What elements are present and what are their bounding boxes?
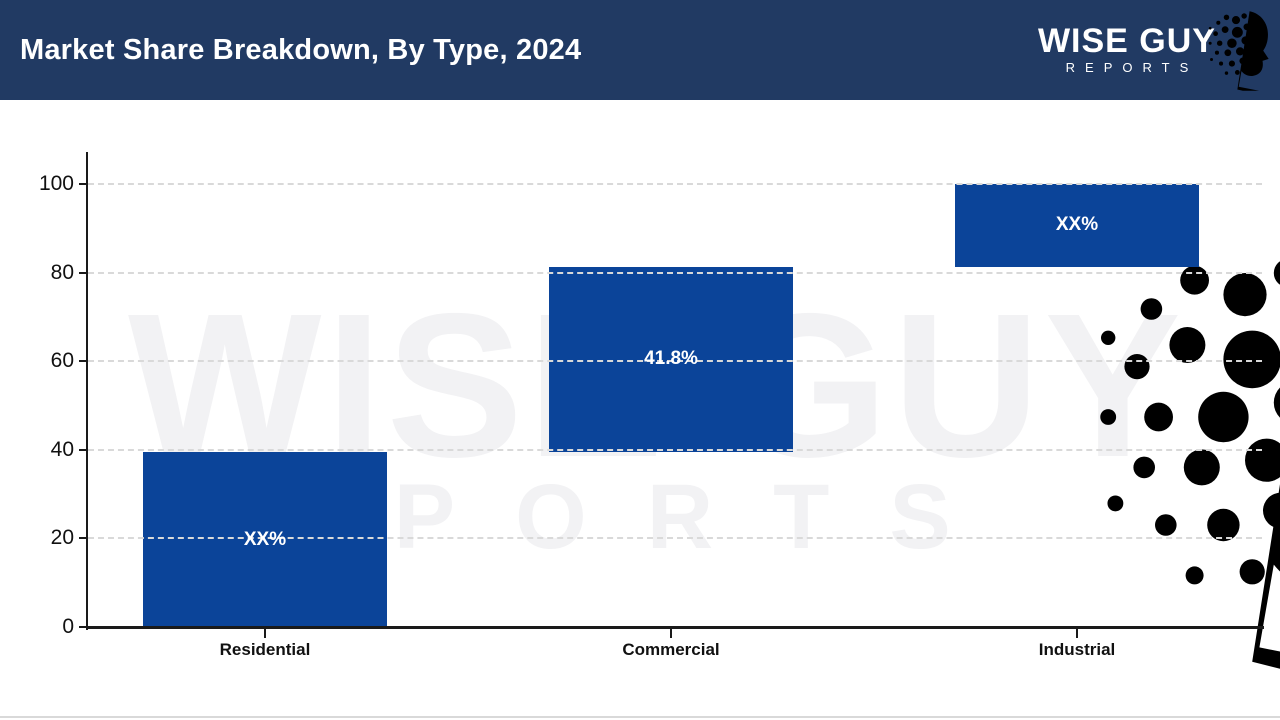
x-category-label-residential: Residential [219,640,311,659]
y-tick-mark-60 [79,360,87,363]
header-bar: Market Share Breakdown, By Type, 2024 WI… [0,0,1280,100]
logo-subtext: REPORTS [1065,60,1199,75]
y-tick-label-0: 0 [62,615,74,638]
y-tick-label-100: 100 [38,172,74,195]
x-tick-mark-industrial [1076,629,1078,638]
page-title: Market Share Breakdown, By Type, 2024 [20,33,582,66]
y-tick-mark-20 [79,537,87,540]
bar-value-label-commercial: 41.8% [644,348,698,370]
gridline-80 [88,271,1262,274]
gridline-100 [88,183,1262,185]
logo-wordmark: WISE GUY [1037,22,1216,60]
wiseguy-logo: WISE GUY REPORTS [1038,9,1270,91]
x-category-label-industrial: Industrial [1038,640,1116,659]
y-tick-mark-0 [79,626,87,628]
y-tick-mark-40 [79,448,87,451]
gridline-40 [88,448,1262,451]
gridline-20 [88,537,1262,540]
logo-dot-head-icon [1202,9,1270,91]
y-tick-label-20: 20 [50,526,74,550]
x-axis-line [86,626,1264,629]
x-category-label-commercial: Commercial [622,640,720,659]
gridline-60 [88,360,1262,363]
y-axis-line [86,152,88,630]
y-tick-mark-80 [79,271,87,274]
y-tick-label-60: 60 [50,349,74,373]
x-tick-mark-residential [264,629,266,638]
y-tick-label-40: 40 [50,437,74,461]
bar-value-label-industrial: XX% [1055,214,1099,236]
bar-value-label-residential: XX% [243,528,287,550]
watermark-dot-head-icon [1065,233,1280,673]
bottom-edge-line [0,716,1280,718]
x-tick-mark-commercial [670,629,672,638]
y-tick-label-80: 80 [50,260,74,284]
bar-commercial [549,266,793,452]
bar-residential [143,452,387,627]
y-tick-mark-100 [79,183,87,185]
